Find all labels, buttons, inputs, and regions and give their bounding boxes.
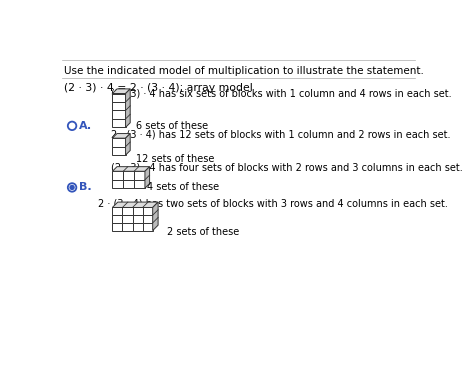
Text: 2 · (3 · 4) has two sets of blocks with 3 rows and 4 columns in each set.: 2 · (3 · 4) has two sets of blocks with …	[99, 199, 448, 209]
Text: (2 · 3) · 4 = 2 · (3 · 4); array model: (2 · 3) · 4 = 2 · (3 · 4); array model	[64, 83, 253, 93]
Bar	[122, 223, 133, 231]
Bar	[143, 207, 153, 215]
Bar	[133, 207, 143, 215]
Bar	[133, 223, 143, 231]
Text: 2 · (3 · 4) has 12 sets of blocks with 1 column and 2 rows in each set.: 2 · (3 · 4) has 12 sets of blocks with 1…	[111, 130, 450, 140]
Bar	[113, 147, 126, 155]
Bar	[113, 223, 122, 231]
Bar	[113, 215, 122, 223]
Polygon shape	[113, 89, 130, 93]
Bar	[113, 111, 126, 119]
Bar	[143, 223, 153, 231]
Polygon shape	[145, 166, 150, 188]
Bar	[113, 180, 123, 188]
Bar	[123, 171, 134, 180]
Circle shape	[69, 185, 75, 190]
Text: 2 sets of these: 2 sets of these	[166, 228, 239, 237]
Bar	[113, 102, 126, 111]
Text: 4 sets of these: 4 sets of these	[147, 183, 219, 192]
Text: 12 sets of these: 12 sets of these	[136, 154, 214, 164]
Text: 6 sets of these: 6 sets of these	[136, 121, 208, 131]
Text: (2 · 3) · 4 has six sets of blocks with 1 column and 4 rows in each set.: (2 · 3) · 4 has six sets of blocks with …	[111, 88, 452, 98]
Bar	[113, 207, 122, 215]
Bar	[123, 180, 134, 188]
Bar	[143, 215, 153, 223]
Bar	[113, 93, 126, 102]
Bar	[133, 215, 143, 223]
Text: A.: A.	[79, 121, 92, 131]
Text: Use the indicated model of multiplication to illustrate the statement.: Use the indicated model of multiplicatio…	[64, 66, 424, 76]
Polygon shape	[153, 202, 158, 231]
Polygon shape	[113, 166, 150, 171]
Bar	[134, 171, 145, 180]
Bar	[122, 207, 133, 215]
Bar	[113, 119, 126, 128]
Text: B.: B.	[79, 183, 92, 192]
Polygon shape	[126, 134, 130, 155]
Polygon shape	[113, 134, 130, 138]
Bar	[122, 215, 133, 223]
Bar	[134, 180, 145, 188]
Bar	[113, 138, 126, 147]
Polygon shape	[126, 89, 130, 128]
Bar	[113, 171, 123, 180]
Polygon shape	[113, 202, 158, 207]
Text: (2 · 3) · 4 has four sets of blocks with 2 rows and 3 columns in each set.: (2 · 3) · 4 has four sets of blocks with…	[111, 163, 463, 173]
